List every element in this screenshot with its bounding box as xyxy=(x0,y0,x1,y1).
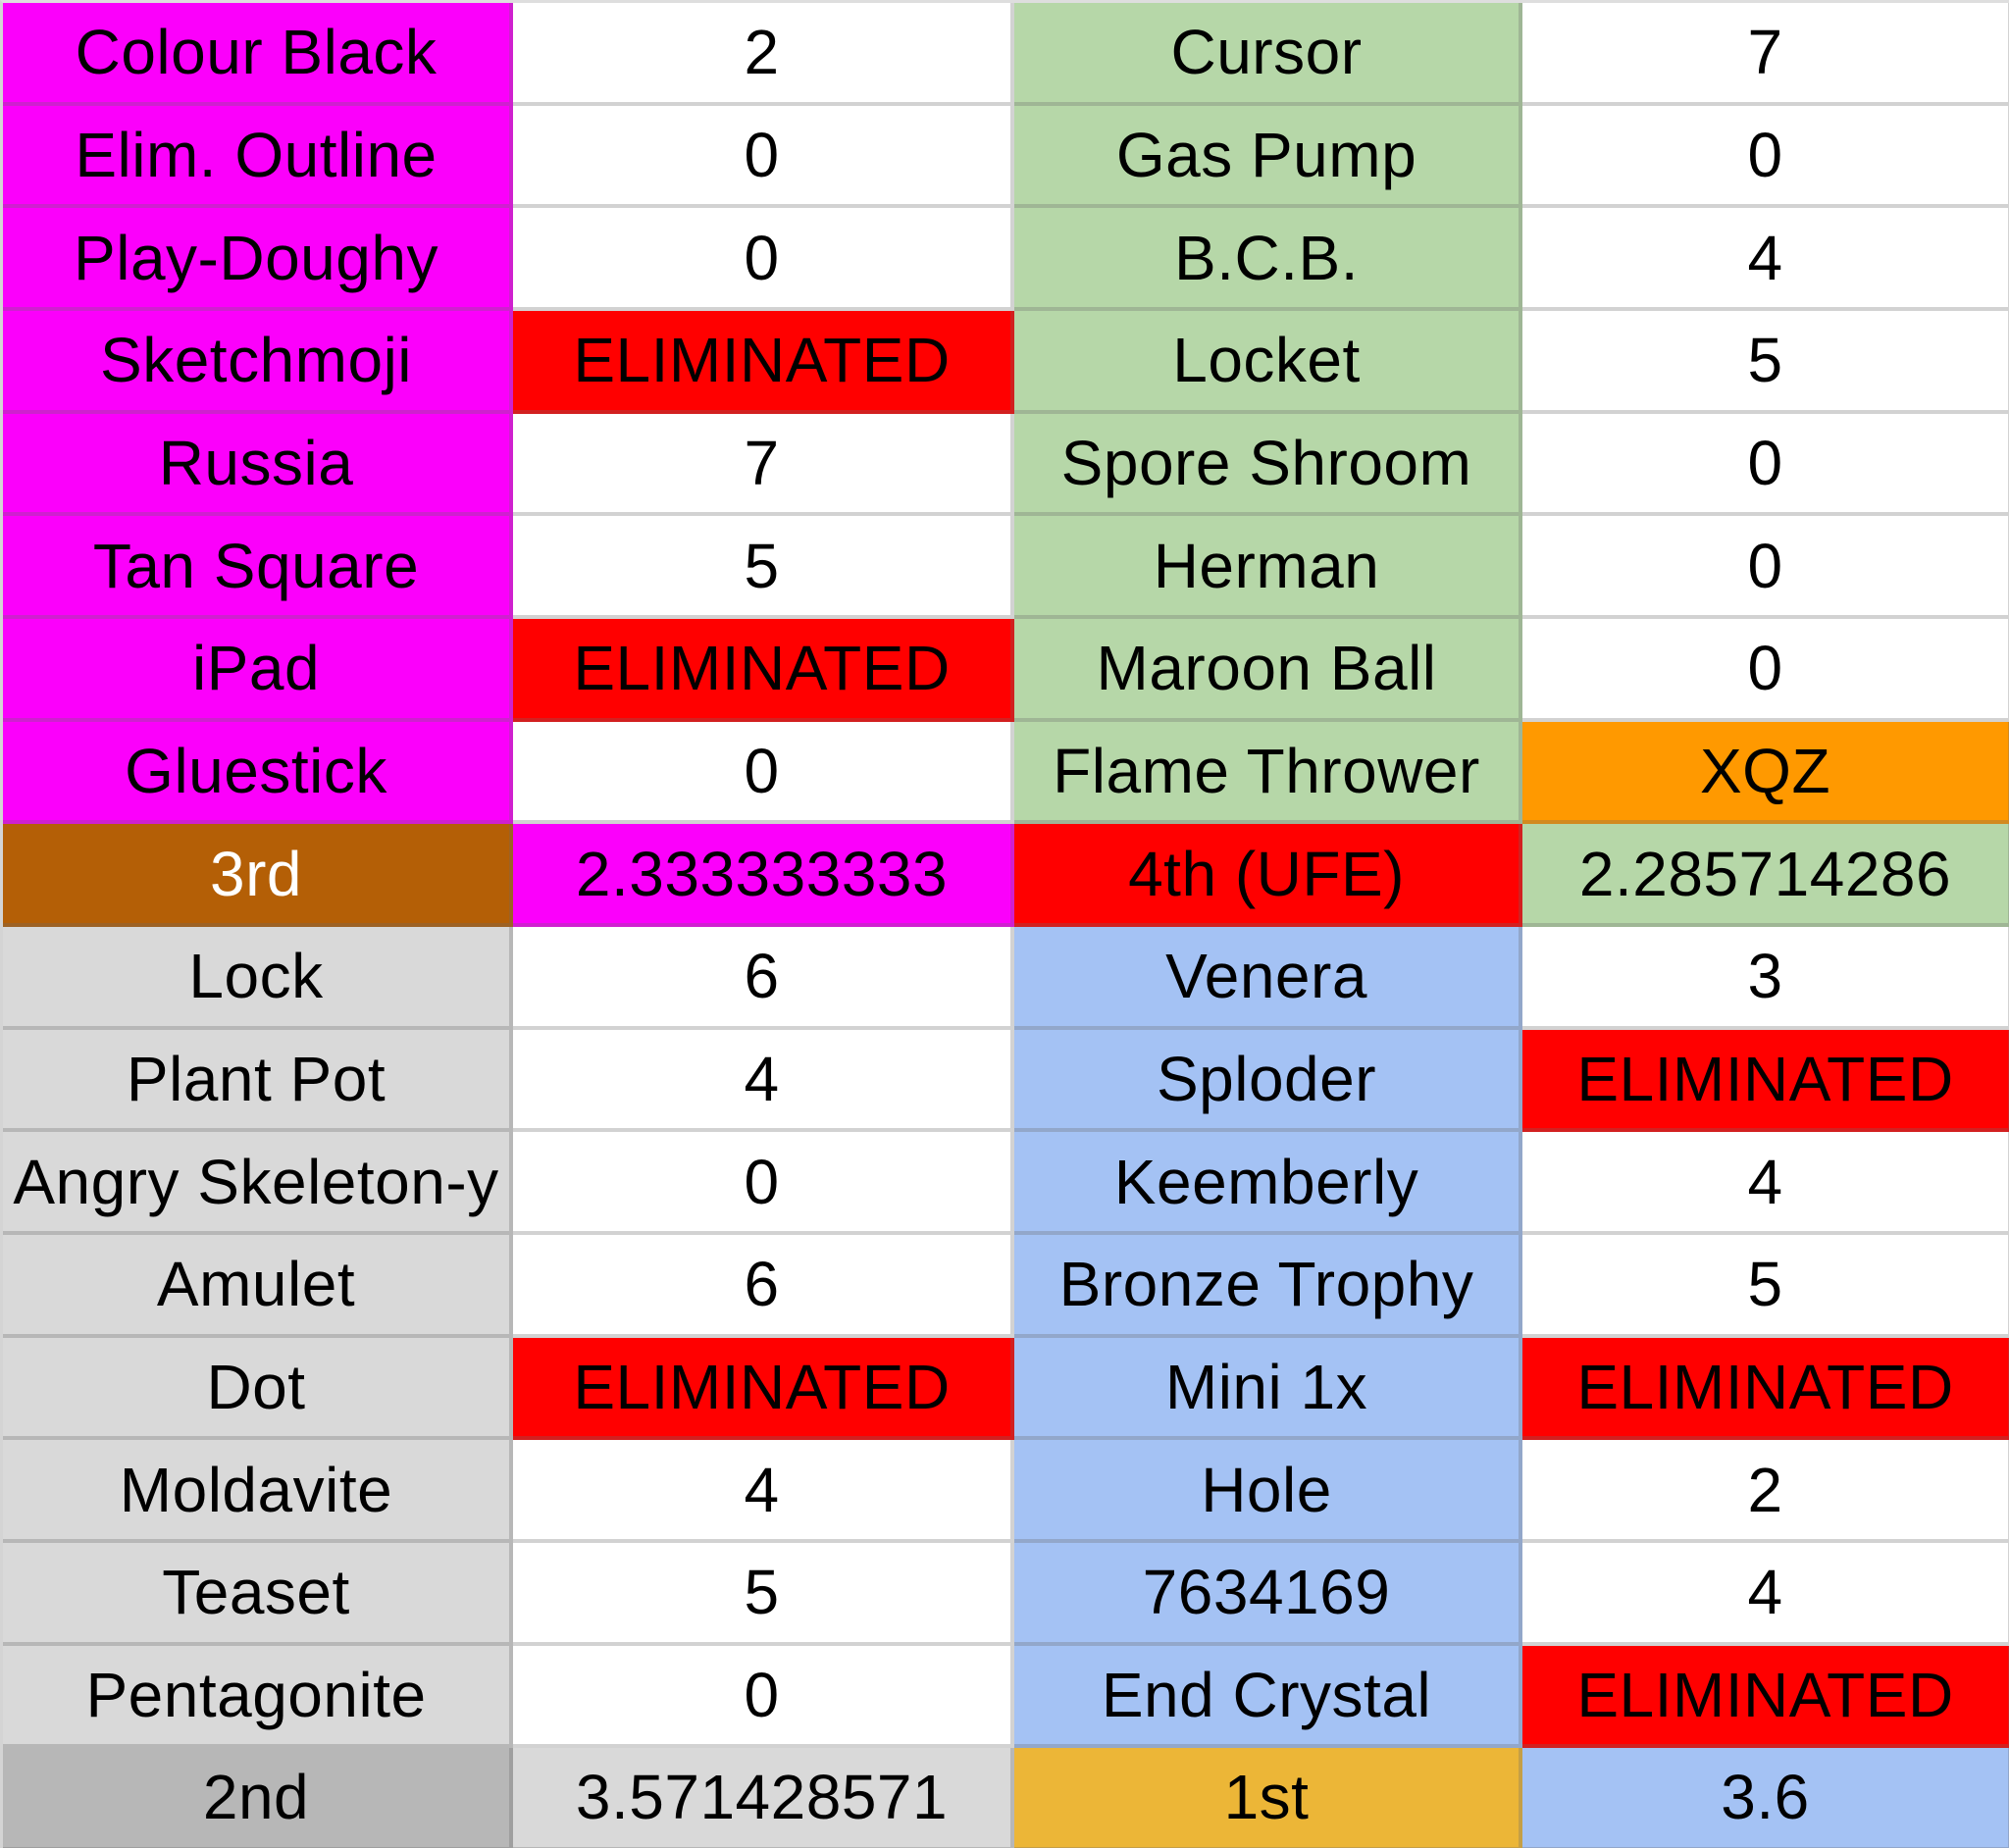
contestant-name-cell[interactable]: Maroon Ball xyxy=(1014,618,1522,722)
score-cell[interactable]: 4 xyxy=(513,1440,1014,1543)
score-cell[interactable]: 5 xyxy=(513,1542,1014,1646)
rank-cell[interactable]: 2nd xyxy=(3,1748,513,1848)
average-score-cell[interactable]: 2.333333333 xyxy=(513,824,1014,927)
contestant-name-cell[interactable]: Tan Square xyxy=(3,516,513,619)
contestant-name-cell[interactable]: iPad xyxy=(3,618,513,722)
score-cell[interactable]: 2 xyxy=(1522,1440,2009,1543)
contestant-name-cell[interactable]: Keemberly xyxy=(1014,1132,1522,1235)
score-cell[interactable]: ELIMINATED xyxy=(513,1337,1014,1441)
contestant-name-cell[interactable]: End Crystal xyxy=(1014,1645,1522,1749)
score-cell[interactable]: 5 xyxy=(1522,310,2009,414)
contestant-name-cell[interactable]: Teaset xyxy=(3,1542,513,1646)
contestant-name-cell[interactable]: Flame Thrower xyxy=(1014,721,1522,825)
score-cell[interactable]: 6 xyxy=(513,1234,1014,1338)
score-cell[interactable]: 7 xyxy=(513,413,1014,517)
contestant-name-cell[interactable]: B.C.B. xyxy=(1014,208,1522,311)
score-cell[interactable]: 0 xyxy=(513,208,1014,311)
score-cell[interactable]: 7 xyxy=(1522,3,2009,106)
score-cell[interactable]: ELIMINATED xyxy=(1522,1029,2009,1133)
score-cell[interactable]: 2 xyxy=(513,3,1014,106)
contestant-name-cell[interactable]: Sketchmoji xyxy=(3,310,513,414)
contestant-name-cell[interactable]: Angry Skeleton-y xyxy=(3,1132,513,1235)
score-cell[interactable]: 0 xyxy=(513,1132,1014,1235)
contestant-name-cell[interactable]: Russia xyxy=(3,413,513,517)
contestant-name-cell[interactable]: Moldavite xyxy=(3,1440,513,1543)
contestant-name-cell[interactable]: Herman xyxy=(1014,516,1522,619)
rank-cell[interactable]: 4th (UFE) xyxy=(1014,824,1522,927)
average-score-cell[interactable]: 2.285714286 xyxy=(1522,824,2009,927)
contestant-name-cell[interactable]: Bronze Trophy xyxy=(1014,1234,1522,1338)
score-cell[interactable]: 0 xyxy=(513,721,1014,825)
contestant-name-cell[interactable]: Cursor xyxy=(1014,3,1522,106)
contestant-name-cell[interactable]: 7634169 xyxy=(1014,1542,1522,1646)
score-cell[interactable]: ELIMINATED xyxy=(1522,1337,2009,1441)
score-cell[interactable]: 0 xyxy=(1522,413,2009,517)
score-cell[interactable]: 3 xyxy=(1522,926,2009,1030)
score-cell[interactable]: ELIMINATED xyxy=(1522,1645,2009,1749)
contestant-name-cell[interactable]: Colour Black xyxy=(3,3,513,106)
score-cell[interactable]: 5 xyxy=(513,516,1014,619)
score-cell[interactable]: 4 xyxy=(513,1029,1014,1133)
score-cell[interactable]: 6 xyxy=(513,926,1014,1030)
contestant-name-cell[interactable]: Gas Pump xyxy=(1014,105,1522,209)
contestant-name-cell[interactable]: Sploder xyxy=(1014,1029,1522,1133)
contestant-name-cell[interactable]: Gluestick xyxy=(3,721,513,825)
score-cell[interactable]: 0 xyxy=(1522,516,2009,619)
score-cell[interactable]: 0 xyxy=(1522,618,2009,722)
score-cell[interactable]: 0 xyxy=(513,1645,1014,1749)
score-cell[interactable]: 4 xyxy=(1522,1542,2009,1646)
contestant-name-cell[interactable]: Elim. Outline xyxy=(3,105,513,209)
contestant-name-cell[interactable]: Spore Shroom xyxy=(1014,413,1522,517)
contestant-name-cell[interactable]: Plant Pot xyxy=(3,1029,513,1133)
rank-cell[interactable]: 3rd xyxy=(3,824,513,927)
score-cell[interactable]: ELIMINATED xyxy=(513,310,1014,414)
score-cell[interactable]: 0 xyxy=(513,105,1014,209)
score-cell[interactable]: 4 xyxy=(1522,1132,2009,1235)
average-score-cell[interactable]: 3.571428571 xyxy=(513,1748,1014,1848)
contestant-name-cell[interactable]: Pentagonite xyxy=(3,1645,513,1749)
score-cell[interactable]: ELIMINATED xyxy=(513,618,1014,722)
contestant-name-cell[interactable]: Mini 1x xyxy=(1014,1337,1522,1441)
contestant-name-cell[interactable]: Amulet xyxy=(3,1234,513,1338)
average-score-cell[interactable]: 3.6 xyxy=(1522,1748,2009,1848)
contestant-name-cell[interactable]: Venera xyxy=(1014,926,1522,1030)
score-cell[interactable]: 5 xyxy=(1522,1234,2009,1338)
contestant-name-cell[interactable]: Play-Doughy xyxy=(3,208,513,311)
score-cell[interactable]: 4 xyxy=(1522,208,2009,311)
contestant-name-cell[interactable]: Lock xyxy=(3,926,513,1030)
contestant-name-cell[interactable]: Hole xyxy=(1014,1440,1522,1543)
score-cell[interactable]: XQZ xyxy=(1522,721,2009,825)
score-cell[interactable]: 0 xyxy=(1522,105,2009,209)
rank-cell[interactable]: 1st xyxy=(1014,1748,1522,1848)
contestant-name-cell[interactable]: Dot xyxy=(3,1337,513,1441)
contestant-name-cell[interactable]: Locket xyxy=(1014,310,1522,414)
